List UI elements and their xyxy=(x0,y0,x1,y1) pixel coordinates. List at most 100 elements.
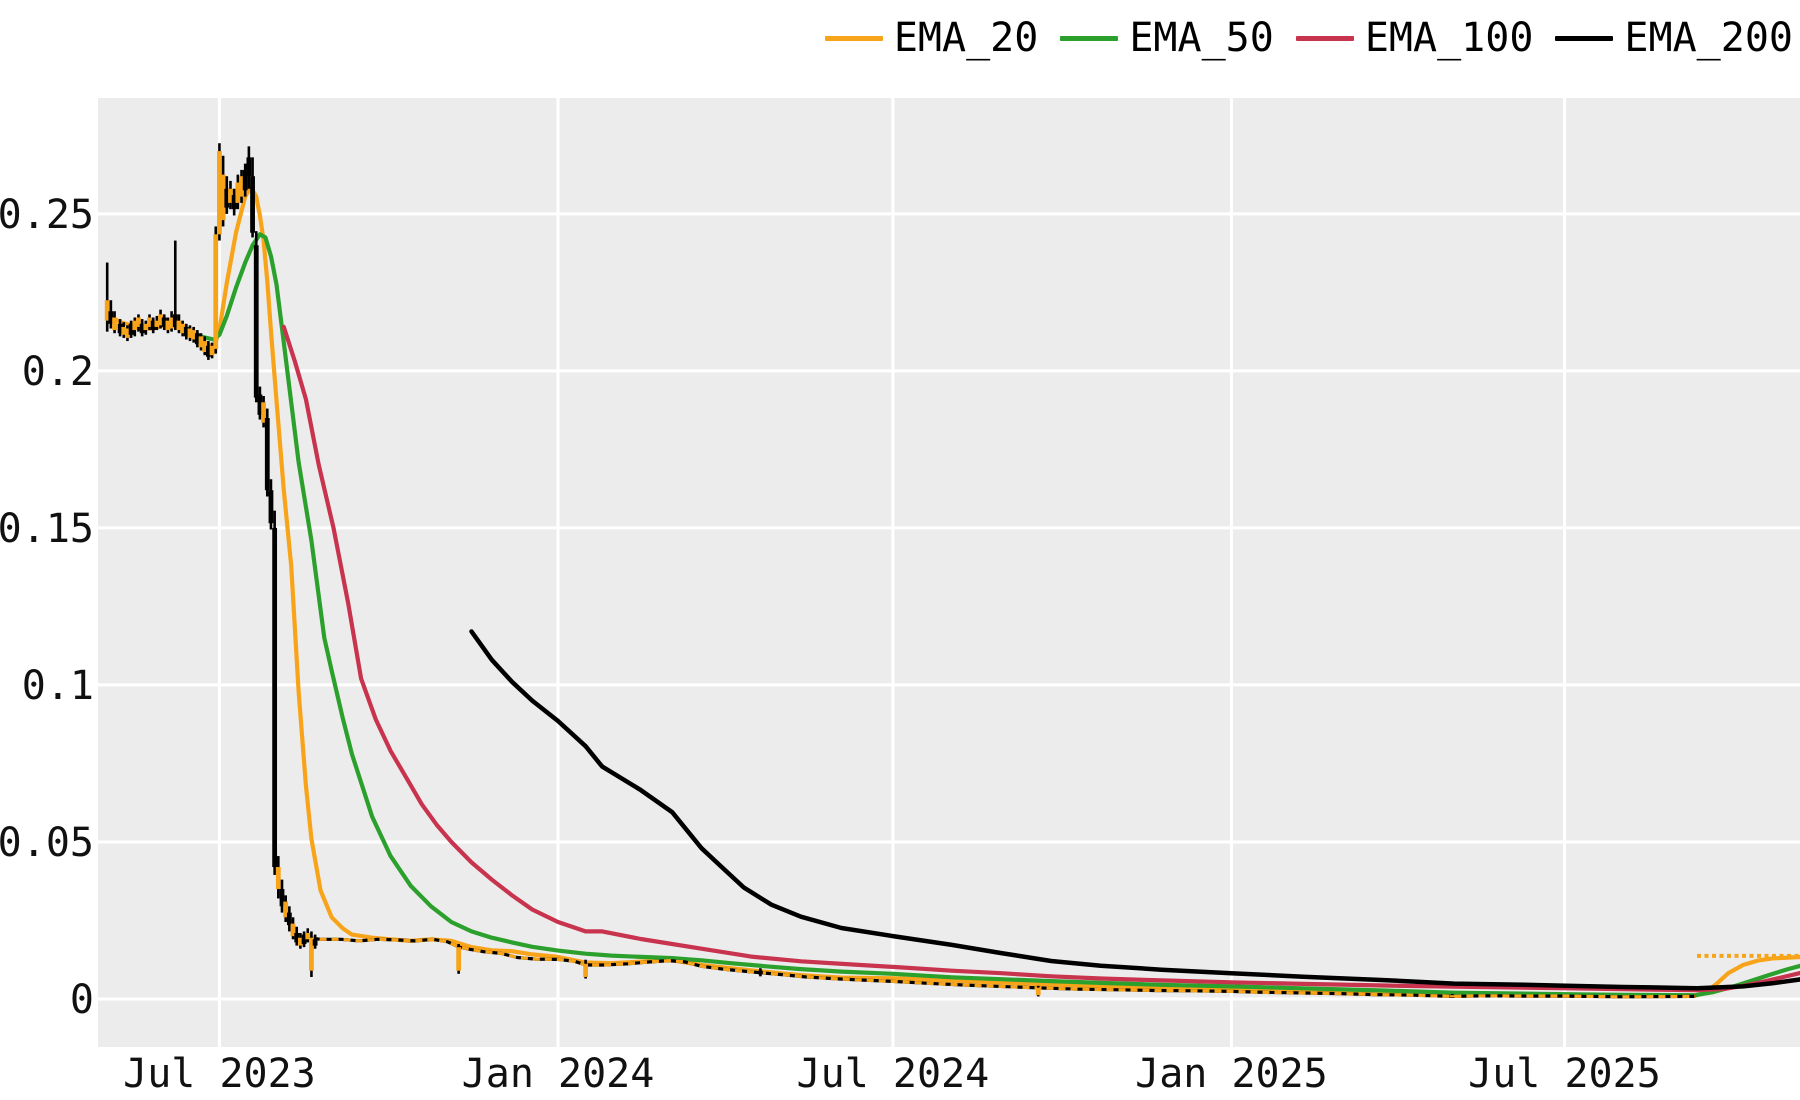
candle-body xyxy=(261,402,266,423)
candle-body xyxy=(253,245,259,398)
candle-body xyxy=(136,317,141,327)
candle-body xyxy=(283,901,289,918)
candle-body xyxy=(250,176,255,233)
candle-body xyxy=(242,169,248,191)
candle-body xyxy=(143,323,149,331)
legend-line-swatch xyxy=(1060,35,1119,41)
candle-body xyxy=(117,323,123,334)
price-line-overlay xyxy=(297,936,1696,999)
candle-body xyxy=(257,394,263,415)
legend-label: EMA_20 xyxy=(893,15,1039,61)
legend-label: EMA_200 xyxy=(1624,15,1793,61)
x-tick-label: Jul 2024 xyxy=(797,1051,990,1097)
candle-body xyxy=(128,323,134,335)
candle-body xyxy=(169,317,174,329)
candle-body xyxy=(264,417,270,491)
y-tick-label: 0.2 xyxy=(22,349,94,395)
x-tick-label: Jul 2023 xyxy=(123,1051,316,1097)
candle-body xyxy=(286,912,292,926)
series-ema-200 xyxy=(469,629,1800,991)
candle-body xyxy=(231,195,237,210)
candle-body xyxy=(165,320,171,331)
x-axis-tick-labels: Jul 2023 Jan 2024 Jul 2024 Jan 2025 Jul 2025 xyxy=(123,1051,1661,1097)
candle-body xyxy=(235,182,241,203)
candle-body xyxy=(104,300,110,321)
candle-body xyxy=(279,889,285,907)
candle-body xyxy=(132,320,138,331)
candle-body xyxy=(161,317,167,327)
candle-body xyxy=(239,176,244,197)
legend-line-swatch xyxy=(1295,35,1354,41)
series-ema-50 xyxy=(191,232,1800,998)
candle-body xyxy=(456,947,462,971)
candle-body xyxy=(213,234,219,349)
candle-body xyxy=(112,317,117,331)
legend-label: EMA_50 xyxy=(1129,15,1274,61)
candle-body xyxy=(228,188,233,203)
series-price-candles xyxy=(104,143,1455,999)
candle-body xyxy=(312,939,318,946)
y-axis-tick-labels: 0 0.05 0.1 0.15 0.2 0.25 xyxy=(0,192,94,1023)
candle-body xyxy=(191,330,197,340)
candle-body xyxy=(1035,987,1041,996)
candle-body xyxy=(158,314,163,326)
candle-body xyxy=(301,934,307,944)
candle-body xyxy=(125,328,130,338)
candle-body xyxy=(194,333,200,345)
y-tick-label: 0.05 xyxy=(0,820,94,866)
candle-wick xyxy=(105,262,109,332)
series-price-line xyxy=(297,936,1696,999)
candle-body xyxy=(246,157,252,177)
candle-body xyxy=(139,323,145,334)
candle-body xyxy=(294,933,300,943)
legend-item-ema_50: EMA_50 xyxy=(1060,18,1274,58)
candle-body xyxy=(272,527,278,868)
legend-label: EMA_100 xyxy=(1364,15,1534,61)
legend-item-ema_20: EMA_20 xyxy=(824,15,1039,61)
plot-background xyxy=(98,98,1800,1047)
y-tick-label: 0.1 xyxy=(22,663,94,709)
candle-body xyxy=(183,326,189,337)
y-tick-label: 0.25 xyxy=(0,192,94,238)
candle-body xyxy=(108,311,114,324)
legend-line-swatch xyxy=(824,35,883,41)
legend-item-ema_100: EMA_100 xyxy=(1295,15,1534,61)
candle-body xyxy=(298,937,303,946)
candle-body xyxy=(217,151,222,235)
candle-body xyxy=(176,320,182,331)
candle-body xyxy=(172,314,178,327)
legend-item-ema_200: EMA_200 xyxy=(1555,18,1793,58)
legend-line-swatch xyxy=(1555,35,1614,41)
gridlines xyxy=(98,98,1800,1047)
x-tick-label: Jan 2024 xyxy=(462,1051,655,1097)
candle-body xyxy=(275,867,281,890)
chart-legend: EMA_20 EMA_50 EMA_100 EMA_200 xyxy=(0,10,1793,66)
candle-body xyxy=(583,963,588,977)
y-tick-label: 0 xyxy=(70,977,94,1023)
candle-body xyxy=(220,174,226,221)
candle-body xyxy=(206,345,211,357)
x-tick-label: Jul 2025 xyxy=(1468,1051,1661,1097)
candle-body xyxy=(154,320,160,327)
candle-body xyxy=(209,345,215,356)
y-tick-label: 0.15 xyxy=(0,506,94,552)
candle-body xyxy=(1449,995,1455,998)
candle-wick xyxy=(173,240,177,331)
candle-body xyxy=(202,341,208,353)
candle-body xyxy=(224,188,230,208)
x-tick-label: Jan 2025 xyxy=(1135,1051,1328,1097)
candle-body xyxy=(147,317,152,327)
candle-body xyxy=(290,923,296,937)
candle-body xyxy=(121,326,127,335)
candle-body xyxy=(268,490,274,524)
candle-body xyxy=(758,970,763,975)
candle-body xyxy=(305,933,311,940)
candle-body xyxy=(187,328,193,338)
candle-body xyxy=(180,323,186,334)
candle-body xyxy=(309,937,314,971)
series-ema-100 xyxy=(281,324,1800,993)
candle-body xyxy=(150,320,156,331)
candle-body xyxy=(198,336,204,348)
